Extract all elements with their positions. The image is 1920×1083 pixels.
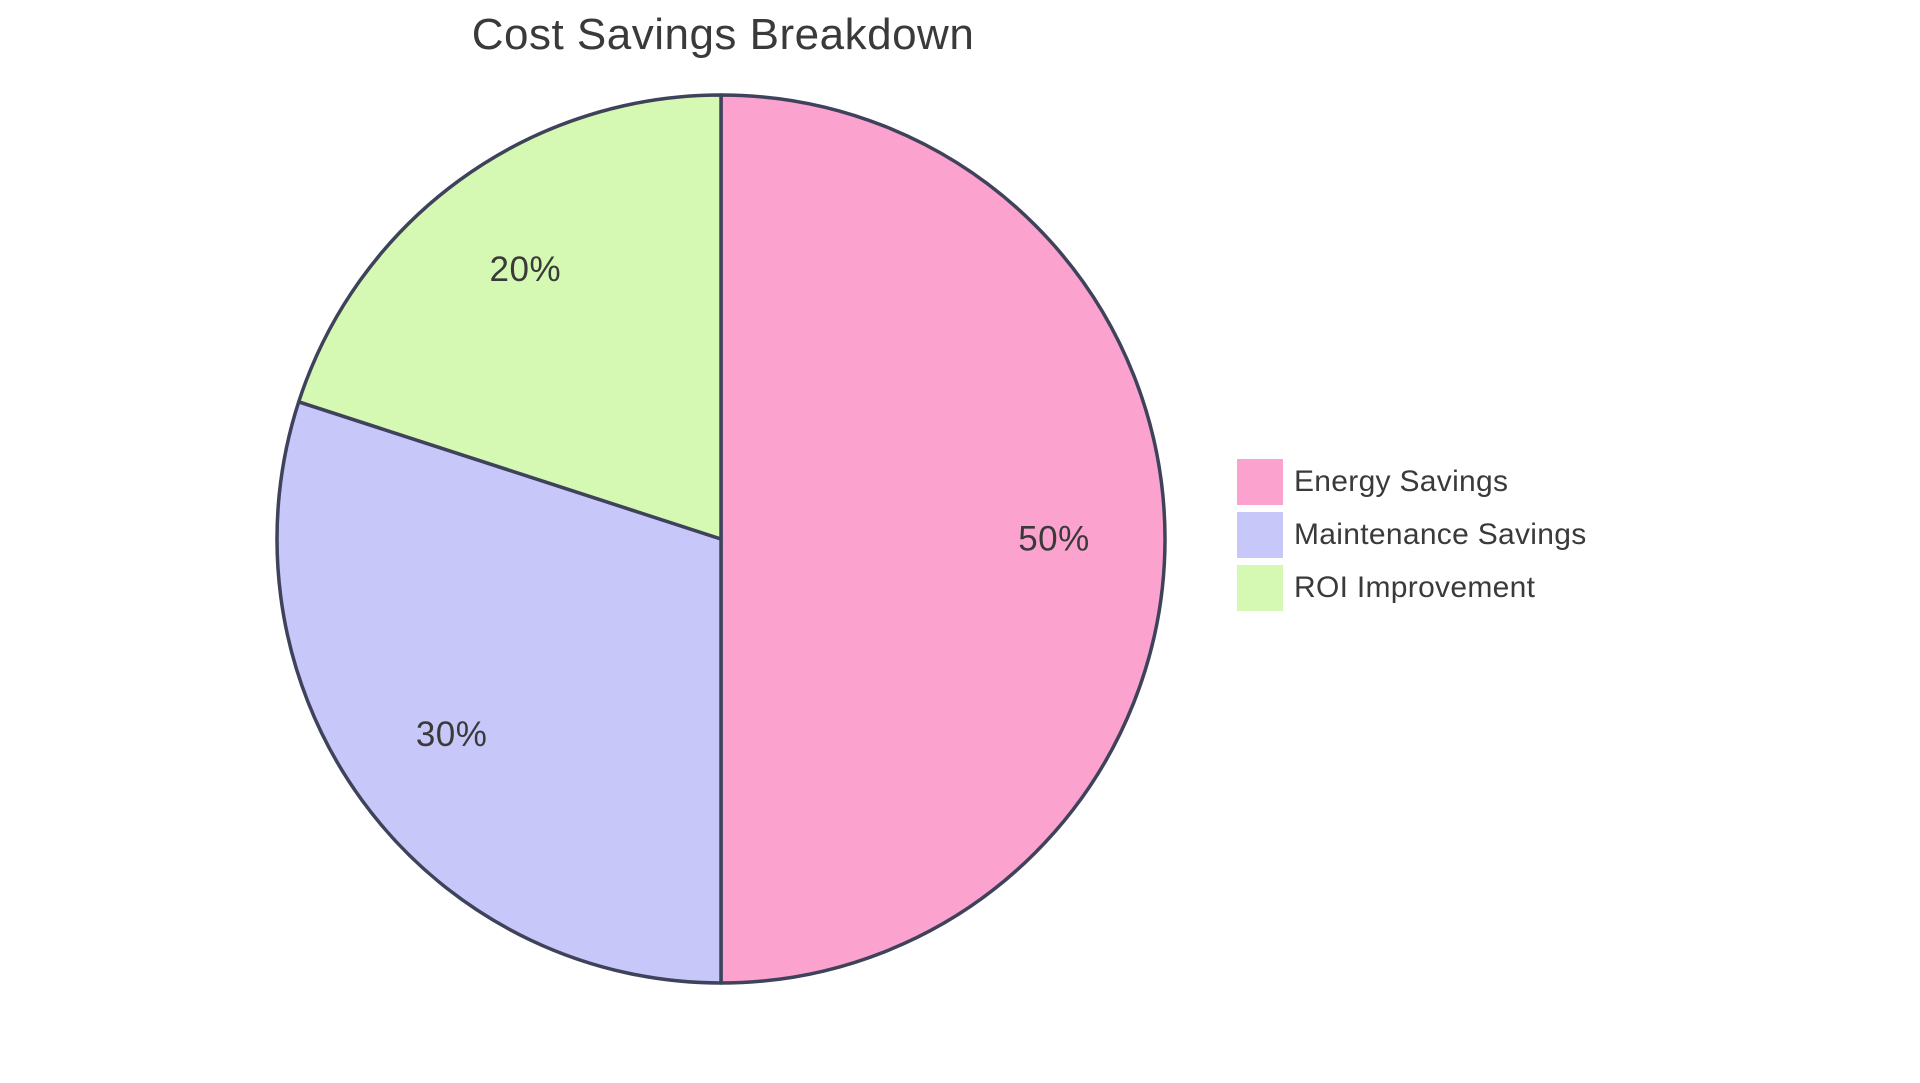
legend-item-roi-improvement[interactable]: ROI Improvement xyxy=(1237,565,1587,611)
legend-label: ROI Improvement xyxy=(1294,571,1536,604)
legend-swatch-roi-improvement xyxy=(1237,565,1283,611)
legend-label: Energy Savings xyxy=(1294,465,1509,498)
chart-title: Cost Savings Breakdown xyxy=(471,10,975,59)
legend-swatch-energy-savings xyxy=(1237,459,1283,505)
legend: Energy Savings Maintenance Savings ROI Imp… xyxy=(1237,459,1587,618)
pie-slice-maintenance-savings[interactable] xyxy=(275,400,723,985)
pie-slice-energy-savings[interactable] xyxy=(719,93,1167,985)
slice-percent-label: 30% xyxy=(416,715,488,754)
legend-item-energy-savings[interactable]: Energy Savings xyxy=(1237,459,1587,505)
pie-slice-roi-improvement[interactable] xyxy=(296,93,723,541)
legend-swatch-maintenance-savings xyxy=(1237,512,1283,558)
legend-label: Maintenance Savings xyxy=(1294,518,1587,551)
slice-percent-label: 50% xyxy=(1018,520,1090,559)
slice-percent-label: 20% xyxy=(490,250,562,289)
legend-item-maintenance-savings[interactable]: Maintenance Savings xyxy=(1237,512,1587,558)
